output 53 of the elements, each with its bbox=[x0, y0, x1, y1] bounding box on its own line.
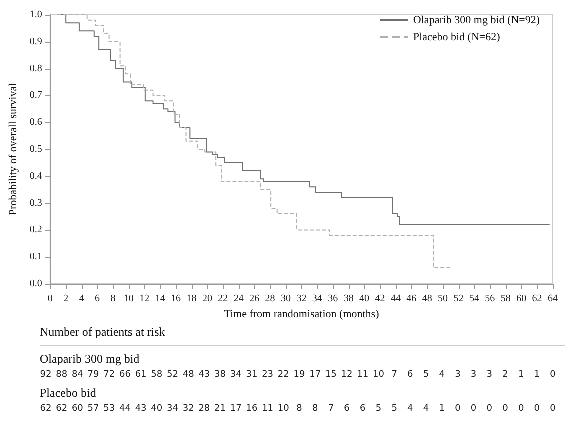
x-tick-label: 2 bbox=[64, 294, 69, 304]
y-tick-label: 0.6 bbox=[30, 117, 42, 128]
x-tick-label: 20 bbox=[202, 294, 212, 304]
legend-label: Olaparib 300 mg bid (N=92) bbox=[413, 14, 540, 26]
x-tick-label: 4 bbox=[79, 294, 84, 304]
y-tick-label: 0.2 bbox=[30, 224, 42, 236]
x-tick-label: 26 bbox=[250, 294, 260, 304]
y-tick-label: 1.0 bbox=[30, 10, 42, 20]
x-tick-label: 18 bbox=[186, 294, 197, 304]
x-tick-label: 44 bbox=[390, 294, 401, 304]
y-tick-label: 0.7 bbox=[30, 90, 42, 102]
x-tick-label: 56 bbox=[485, 294, 496, 304]
x-tick-label: 46 bbox=[406, 294, 417, 304]
x-tick-label: 52 bbox=[454, 294, 464, 304]
x-tick-label: 60 bbox=[516, 294, 527, 304]
x-tick-label: 28 bbox=[265, 294, 276, 304]
text: Placebo bid bbox=[40, 386, 96, 401]
x-tick-label: 0 bbox=[48, 294, 53, 304]
x-tick-label: 6 bbox=[95, 294, 100, 304]
y-tick-label: 0.0 bbox=[30, 278, 42, 290]
x-tick-label: 50 bbox=[438, 294, 448, 304]
text: Number of patients at risk bbox=[40, 325, 166, 340]
x-tick-label: 62 bbox=[532, 294, 542, 304]
y-tick-label: 0.3 bbox=[30, 198, 42, 209]
x-axis-title: Time from randomisation (months) bbox=[224, 308, 380, 320]
x-tick-label: 12 bbox=[140, 294, 150, 304]
x-tick-label: 32 bbox=[296, 294, 307, 304]
x-tick-label: 36 bbox=[328, 294, 338, 304]
x-tick-label: 58 bbox=[500, 294, 511, 304]
x-tick-label: 38 bbox=[344, 294, 354, 304]
text: 92 88 84 79 72 66 61 58 52 48 43 38 34 31 23 22 19 17 15 12 11 10 7 6 5 4 3 3 3 2 1 1 0 bbox=[40, 370, 556, 380]
y-tick-label: 0.8 bbox=[30, 63, 42, 74]
x-tick-label: 8 bbox=[110, 294, 116, 304]
legend-label: Placebo bid (N=62) bbox=[413, 32, 501, 44]
x-tick-label: 64 bbox=[548, 294, 558, 304]
x-tick-label: 34 bbox=[312, 294, 322, 304]
x-tick-label: 30 bbox=[280, 294, 291, 304]
x-tick-label: 22 bbox=[218, 294, 228, 304]
x-tick-label: 48 bbox=[422, 294, 432, 304]
y-tick-label: 0.9 bbox=[30, 36, 42, 48]
y-axis-title: Probability of overall survival bbox=[8, 83, 20, 216]
text: Olaparib 300 mg bid bbox=[40, 352, 140, 367]
x-tick-label: 40 bbox=[360, 294, 370, 304]
x-tick-label: 14 bbox=[155, 294, 166, 304]
x-tick-label: 10 bbox=[124, 294, 134, 304]
text: 62 62 60 57 53 44 43 40 34 32 28 21 17 16 11 10 8 8 7 6 6 5 5 4 4 1 0 0 0 0 0 0 0 bbox=[40, 404, 556, 414]
x-tick-label: 16 bbox=[171, 294, 182, 304]
x-tick-label: 54 bbox=[469, 294, 480, 304]
y-tick-label: 0.1 bbox=[30, 252, 42, 263]
x-tick-label: 24 bbox=[234, 294, 244, 304]
y-tick-label: 0.4 bbox=[30, 170, 42, 182]
y-tick-label: 0.5 bbox=[30, 144, 42, 155]
x-tick-label: 42 bbox=[375, 294, 386, 304]
